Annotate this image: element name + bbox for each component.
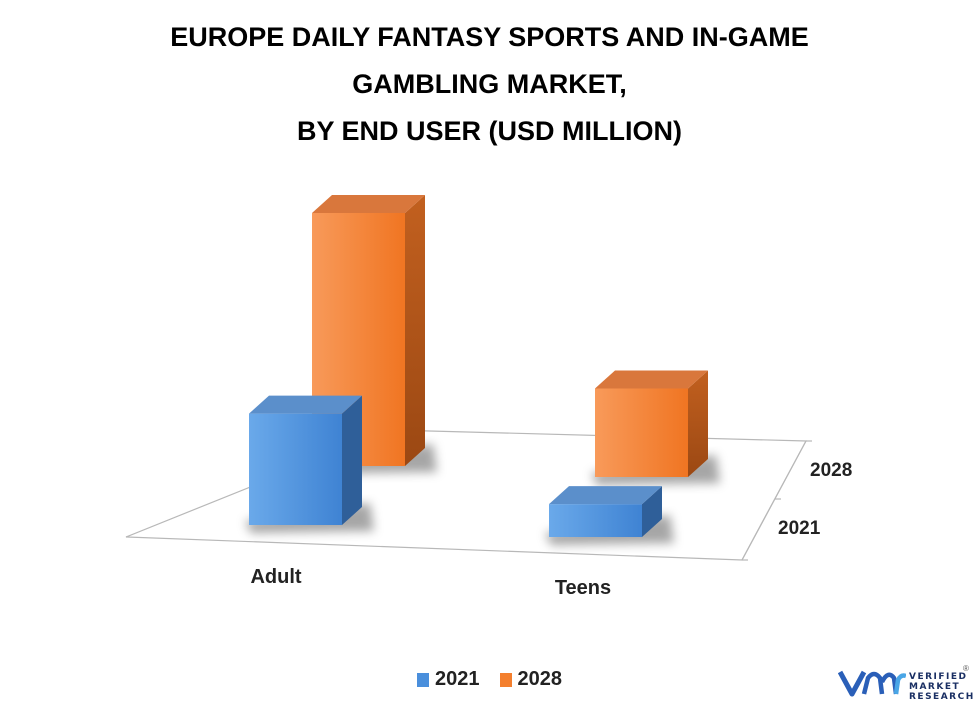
bar-top-face bbox=[549, 486, 662, 505]
depth-label-2021: 2021 bbox=[778, 518, 821, 539]
logo-line-2: MARKET bbox=[909, 682, 961, 692]
depth-axis bbox=[741, 440, 807, 561]
depth-label-2028: 2028 bbox=[810, 460, 852, 481]
logo-line-1: VERIFIED bbox=[909, 672, 968, 682]
bar-teens-2028 bbox=[591, 370, 720, 485]
bar-front-face bbox=[249, 413, 342, 525]
bar-top-face bbox=[595, 370, 708, 389]
bar-top-face bbox=[249, 395, 362, 414]
legend-item-2021: 2021 bbox=[417, 668, 480, 691]
chart-legend: 2021 2028 bbox=[0, 668, 979, 691]
verified-market-research-logo: VERIFIED MARKET RESEARCH ® bbox=[838, 664, 973, 704]
legend-swatch-2021 bbox=[417, 672, 429, 687]
bar-front-face bbox=[549, 504, 642, 537]
category-label-teens: Teens bbox=[555, 577, 611, 599]
bar-top-face bbox=[312, 195, 425, 213]
bar-side-face bbox=[642, 486, 662, 537]
legend-item-2028: 2028 bbox=[499, 668, 563, 691]
legend-swatch-2028 bbox=[499, 672, 512, 687]
bar-adult-2021 bbox=[245, 395, 374, 533]
bar-side-face bbox=[342, 395, 362, 525]
vmr-logo-icon bbox=[838, 670, 906, 697]
bar-side-face bbox=[405, 195, 425, 466]
legend-label-2021: 2021 bbox=[435, 668, 480, 690]
bar-teens-2021 bbox=[545, 486, 674, 545]
registered-mark: ® bbox=[963, 664, 969, 673]
logo-wordmark: VERIFIED MARKET RESEARCH bbox=[909, 672, 975, 702]
bar-front-face bbox=[595, 388, 688, 477]
chart-title: EUROPE DAILY FANTASY SPORTS AND IN-GAME … bbox=[0, 14, 979, 155]
logo-line-3: RESEARCH bbox=[909, 692, 975, 702]
legend-label-2028: 2028 bbox=[517, 668, 563, 690]
chart-title-line-3: BY END USER (USD MILLION) bbox=[296, 116, 682, 146]
category-label-adult: Adult bbox=[250, 566, 301, 588]
chart-title-line-1: EUROPE DAILY FANTASY SPORTS AND IN-GAME bbox=[170, 22, 809, 52]
chart-title-line-2: GAMBLING MARKET, bbox=[352, 69, 627, 99]
bar-side-face bbox=[688, 370, 708, 477]
